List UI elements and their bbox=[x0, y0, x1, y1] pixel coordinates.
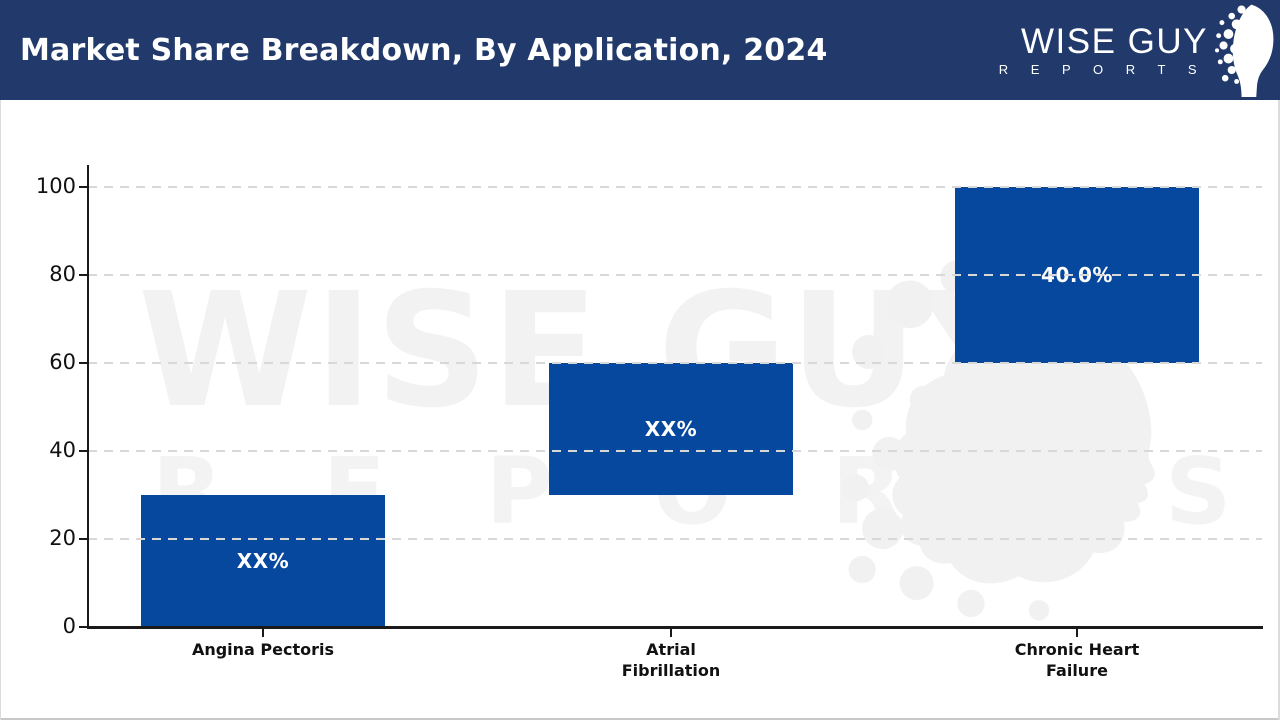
y-tick-mark bbox=[79, 538, 87, 540]
y-tick-label: 40 bbox=[49, 438, 76, 463]
bar-segment: XX% bbox=[141, 495, 385, 627]
y-axis-line bbox=[87, 165, 89, 628]
y-tick-mark bbox=[79, 362, 87, 364]
y-tick-label: 100 bbox=[35, 174, 76, 199]
x-tick-label: Atrial Fibrillation bbox=[621, 640, 721, 681]
bar-segment: XX% bbox=[549, 363, 793, 495]
bar-value-label: XX% bbox=[236, 549, 290, 573]
y-tick-mark bbox=[79, 186, 87, 188]
brand-logo: WISE GUY R E P O R T S bbox=[999, 0, 1276, 100]
header-bar: Market Share Breakdown, By Application, … bbox=[0, 0, 1280, 100]
brand-face-icon bbox=[1214, 4, 1274, 97]
x-tick-label: Chronic Heart Failure bbox=[1014, 640, 1140, 681]
page-title: Market Share Breakdown, By Application, … bbox=[20, 32, 828, 68]
y-tick-mark bbox=[79, 626, 87, 628]
x-tick-mark bbox=[262, 629, 264, 637]
x-tick-mark bbox=[1076, 629, 1078, 637]
x-axis-line bbox=[87, 626, 1263, 629]
gridline bbox=[88, 274, 1262, 276]
y-tick-label: 0 bbox=[62, 614, 76, 639]
y-tick-label: 60 bbox=[49, 350, 76, 375]
y-tick-mark bbox=[79, 450, 87, 452]
gridline bbox=[88, 186, 1262, 188]
gridline bbox=[88, 362, 1262, 364]
brand-tagline: R E P O R T S bbox=[998, 61, 1206, 77]
gridline bbox=[88, 450, 1262, 452]
brand-name: WISE GUY bbox=[1020, 21, 1208, 61]
x-tick-mark bbox=[670, 629, 672, 637]
y-tick-mark bbox=[79, 274, 87, 276]
x-tick-label: Angina Pectoris bbox=[191, 640, 335, 659]
y-tick-label: 80 bbox=[49, 262, 76, 287]
gridline bbox=[88, 538, 1262, 540]
y-tick-label: 20 bbox=[49, 526, 76, 551]
brand-logo-text: WISE GUY R E P O R T S bbox=[999, 24, 1208, 77]
bar-value-label: XX% bbox=[644, 417, 698, 441]
